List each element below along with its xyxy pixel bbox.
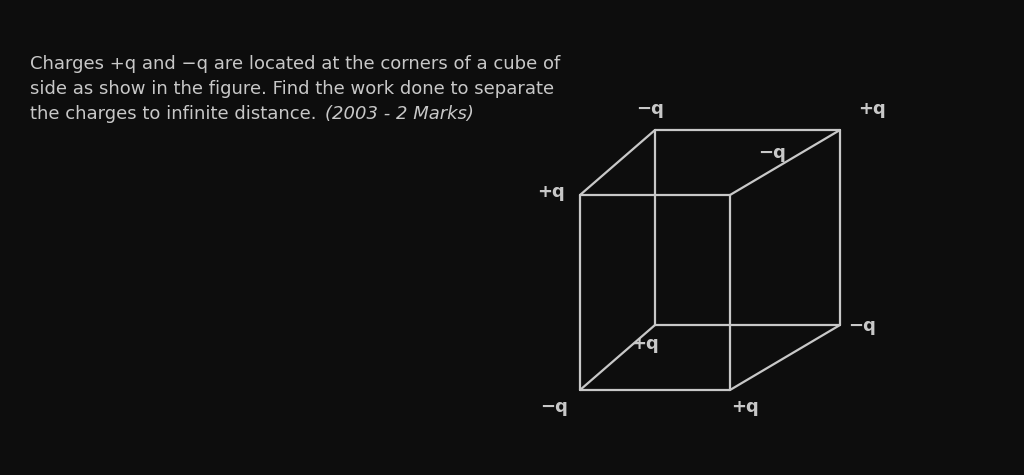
Text: −q: −q — [848, 317, 876, 335]
Text: +q: +q — [538, 183, 565, 201]
Text: side as show in the figure. Find the work done to separate: side as show in the figure. Find the wor… — [30, 80, 554, 98]
Text: +q: +q — [631, 335, 658, 353]
Text: +q: +q — [731, 398, 759, 416]
Text: the charges to infinite distance.: the charges to infinite distance. — [30, 105, 316, 123]
Text: −q: −q — [540, 398, 568, 416]
Text: Charges +q and −q are located at the corners of a cube of: Charges +q and −q are located at the cor… — [30, 55, 560, 73]
Text: −q: −q — [636, 100, 664, 118]
Text: (2003 - 2 Marks): (2003 - 2 Marks) — [325, 105, 474, 123]
Text: +q: +q — [858, 100, 886, 118]
Text: −q: −q — [758, 144, 785, 162]
